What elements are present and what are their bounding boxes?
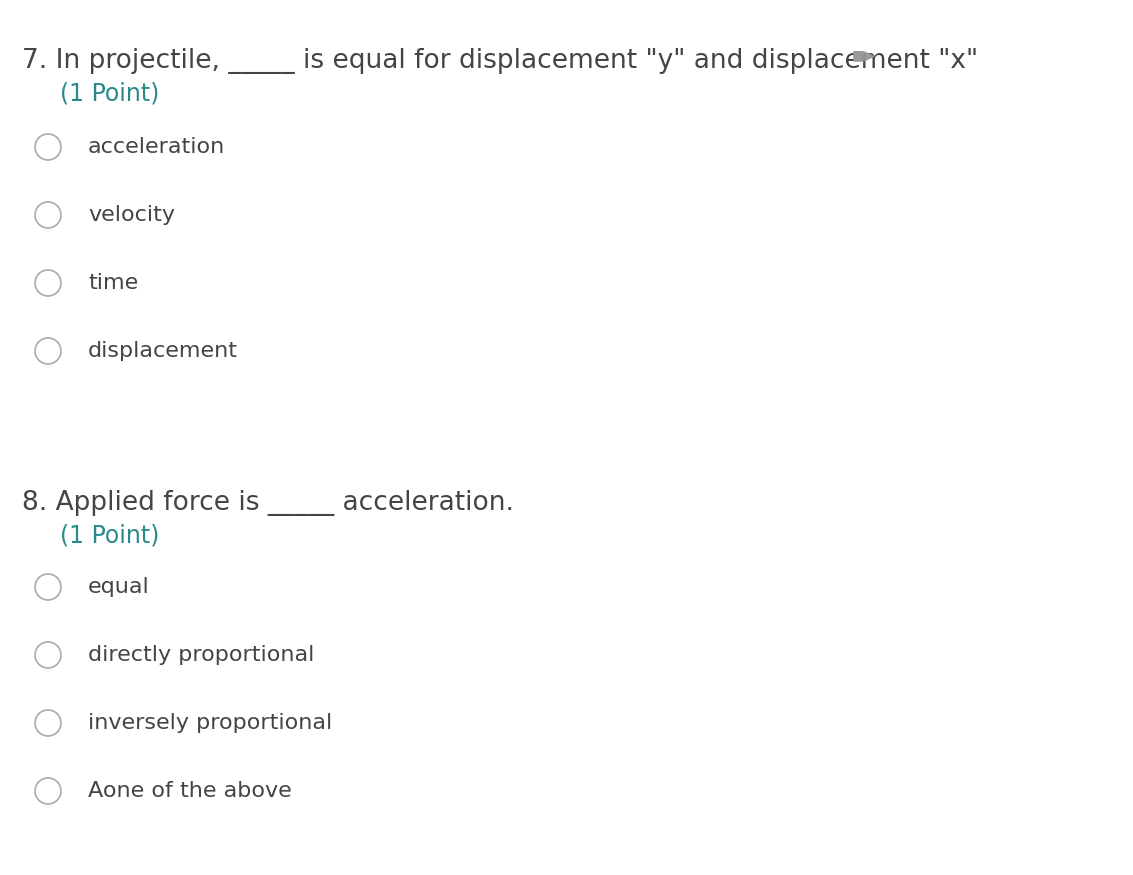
Text: acceleration: acceleration (88, 137, 225, 157)
Text: equal: equal (88, 577, 150, 597)
Text: 8. Applied force is _____ acceleration.: 8. Applied force is _____ acceleration. (22, 490, 514, 516)
Text: directly proportional: directly proportional (88, 645, 314, 665)
Text: 7. In projectile, _____ is equal for displacement "y" and displacement "x": 7. In projectile, _____ is equal for dis… (22, 48, 978, 74)
Text: (1 Point): (1 Point) (60, 524, 160, 548)
Text: Aone of the above: Aone of the above (88, 781, 292, 801)
Text: inversely proportional: inversely proportional (88, 713, 332, 733)
Text: time: time (88, 273, 138, 293)
Text: (1 Point): (1 Point) (60, 82, 160, 106)
Text: velocity: velocity (88, 205, 174, 225)
Text: displacement: displacement (88, 341, 238, 361)
Text: ■▶: ■▶ (852, 48, 876, 62)
